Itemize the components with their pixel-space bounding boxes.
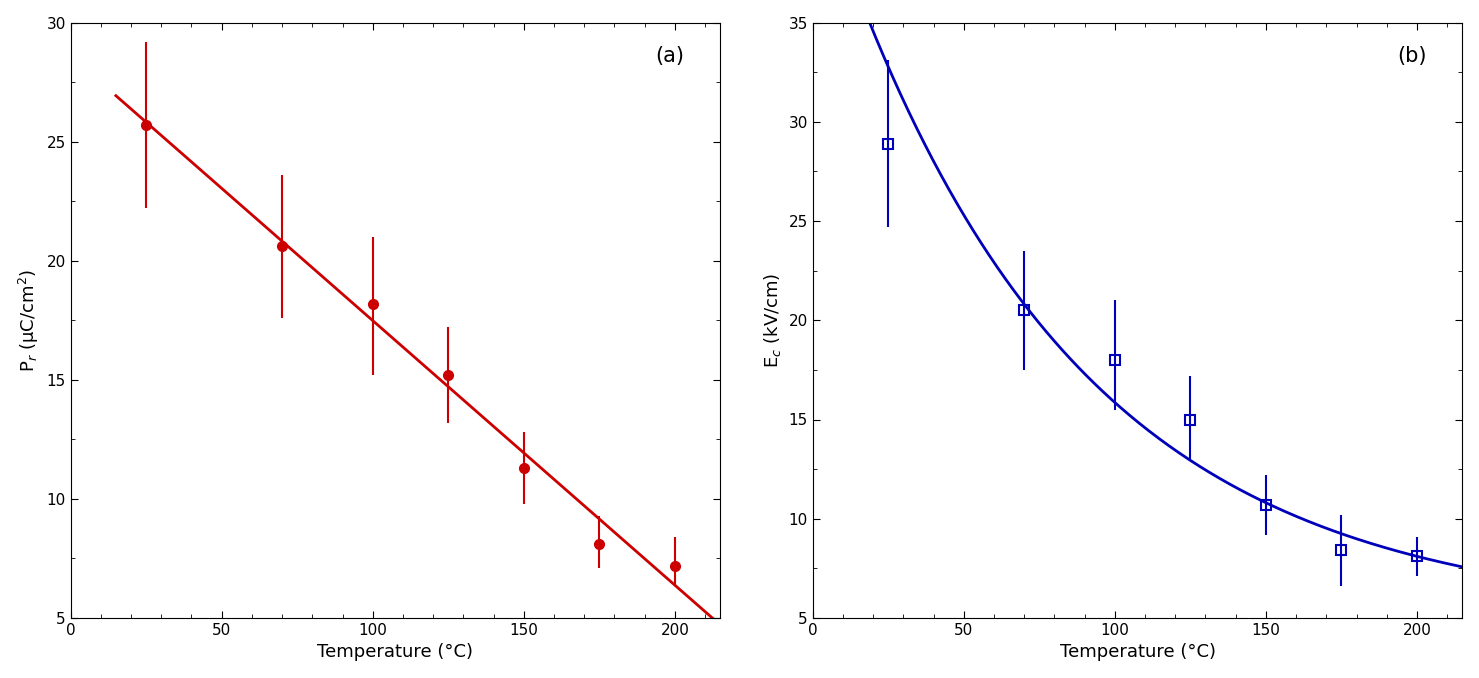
Y-axis label: E$_{c}$ (kV/cm): E$_{c}$ (kV/cm) [762,273,782,368]
Y-axis label: P$_{r}$ (μC/cm$^{2}$): P$_{r}$ (μC/cm$^{2}$) [16,268,41,372]
X-axis label: Temperature (°C): Temperature (°C) [318,643,473,661]
Text: (b): (b) [1398,47,1427,66]
Text: (a): (a) [655,47,685,66]
X-axis label: Temperature (°C): Temperature (°C) [1059,643,1216,661]
